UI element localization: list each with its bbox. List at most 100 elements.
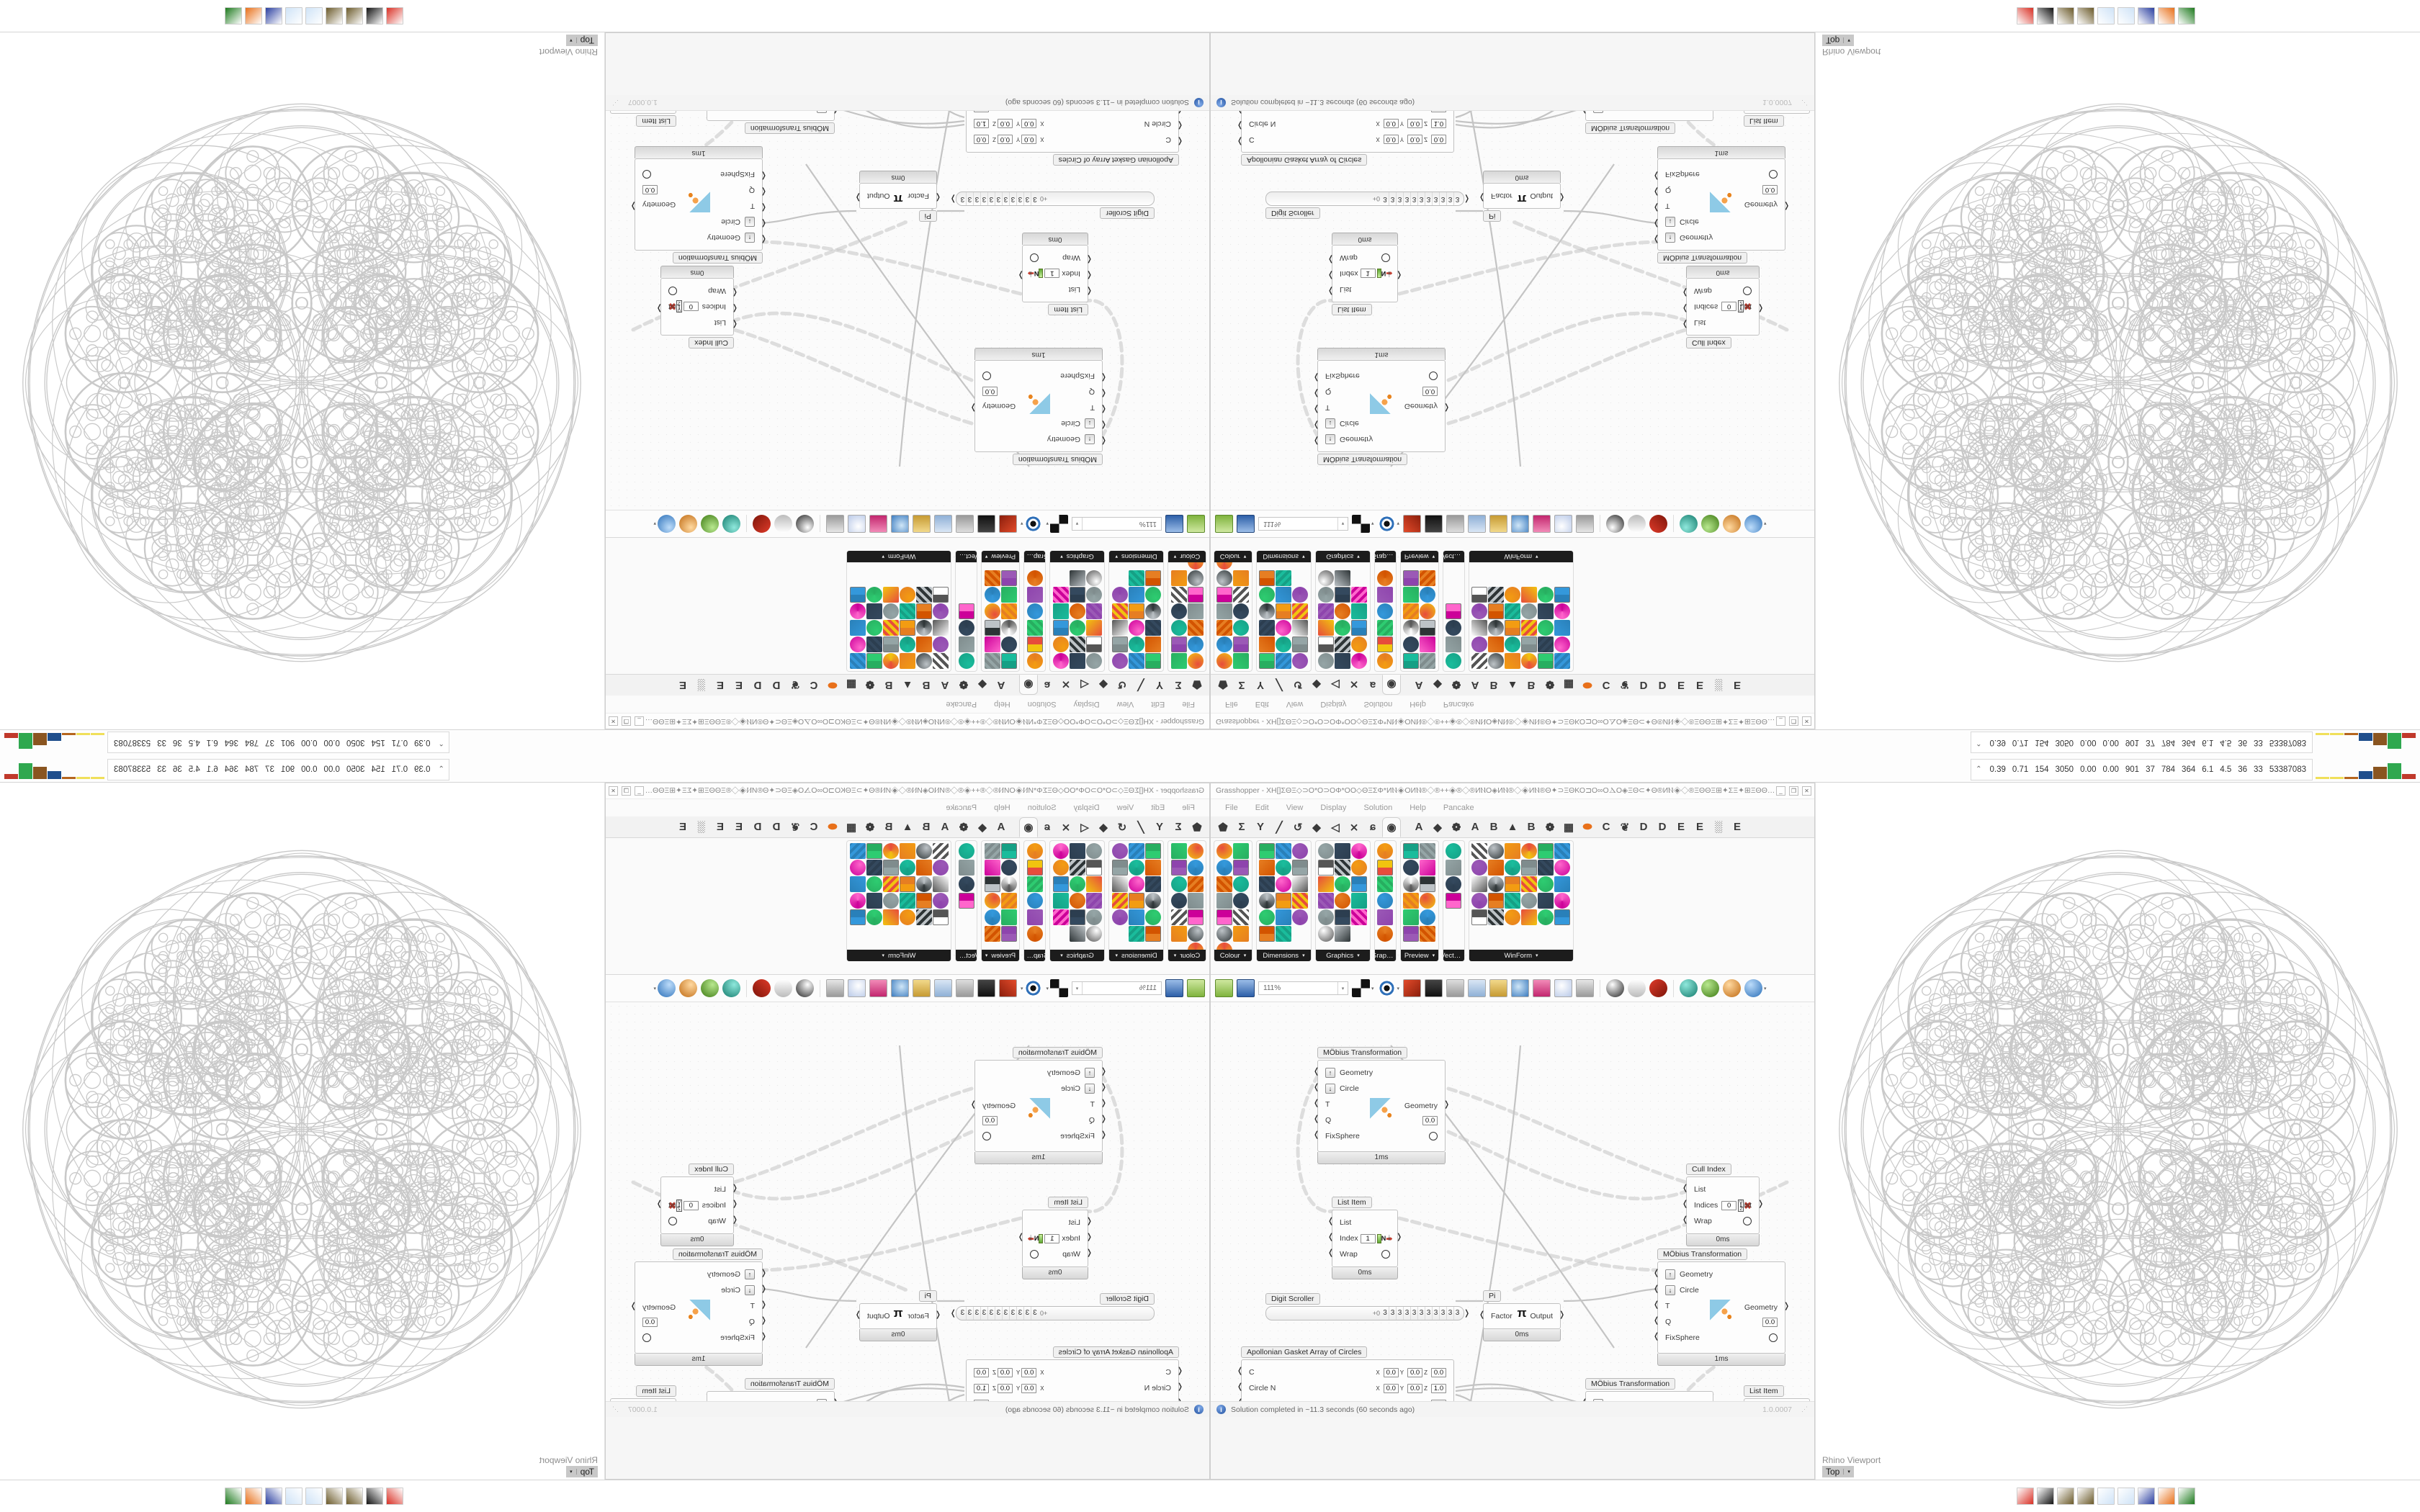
ribbon-tab-9[interactable]: ◉ bbox=[1019, 816, 1038, 837]
at-sign-icon[interactable] bbox=[1446, 515, 1465, 533]
ribbon-icon-graph-5[interactable] bbox=[1377, 926, 1393, 942]
ribbon-icon-preview-9[interactable] bbox=[1420, 587, 1435, 603]
ribbon-icon-winform-15[interactable] bbox=[883, 876, 899, 892]
ribbon-icon-vector-3[interactable] bbox=[1446, 603, 1461, 619]
ribbon-icon-dimensions-13[interactable] bbox=[1276, 909, 1291, 925]
info-icon[interactable]: i bbox=[1216, 98, 1226, 107]
globe-green-icon[interactable] bbox=[1701, 979, 1720, 997]
ribbon-tab-extra-10[interactable]: C bbox=[810, 679, 818, 691]
ribbon-tab-extra-16[interactable]: ░ bbox=[1714, 821, 1723, 833]
ribbon-icon-graph-2[interactable] bbox=[1027, 876, 1043, 892]
gh-component-pi-1[interactable]: Pi ❬ Factor Output ❭ π 0ms bbox=[1479, 171, 1565, 223]
globe-green-icon[interactable] bbox=[1701, 515, 1720, 533]
ribbon-tab-extra-8[interactable]: ▦ bbox=[846, 678, 857, 691]
save-file-icon[interactable] bbox=[1165, 515, 1183, 533]
value-nz[interactable]: 1.0 bbox=[974, 1383, 989, 1393]
ribbon-tab-7[interactable]: ⨯ bbox=[1349, 821, 1359, 834]
bulb-icon[interactable] bbox=[1554, 979, 1573, 997]
ribbon-icon-colour-2[interactable] bbox=[1216, 636, 1232, 652]
ribbon-group-preview[interactable]: Preview ▾ bbox=[981, 551, 1020, 672]
ribbon-icon-winform-14[interactable] bbox=[1505, 620, 1520, 636]
ribbon-icon-graphics-12[interactable] bbox=[1318, 909, 1334, 925]
boolean-toggle[interactable] bbox=[1743, 1217, 1752, 1225]
menu-item-solution[interactable]: Solution bbox=[1027, 700, 1057, 708]
value-indices[interactable]: 0 bbox=[683, 302, 699, 312]
viewport-camera-dropdown[interactable]: Top ▾ bbox=[566, 1466, 598, 1477]
ribbon-icon-graphics-2[interactable] bbox=[1053, 653, 1069, 669]
ribbon-icon-graphics-8[interactable] bbox=[1351, 876, 1367, 892]
ribbon-icon-preview-8[interactable] bbox=[1403, 587, 1419, 603]
ribbon-group-label[interactable]: Dimensions ▾ bbox=[1109, 950, 1163, 961]
info-icon[interactable]: i bbox=[1194, 98, 1204, 107]
ribbon-icon-preview-3[interactable] bbox=[985, 860, 1000, 876]
boolean-toggle[interactable] bbox=[1429, 372, 1438, 380]
chevron-down-icon[interactable]: ▾ bbox=[1020, 521, 1023, 526]
ribbon-tab-2[interactable]: Y bbox=[1156, 679, 1164, 691]
globe-blue-icon[interactable] bbox=[657, 515, 676, 533]
ribbon-icon-winform-0[interactable] bbox=[1471, 843, 1487, 859]
component-body[interactable]: ❬ List ❬ Index 1 N ➡ ❬ Wrap i ❭ bbox=[1018, 1210, 1093, 1267]
ribbon-icon-graphics-5[interactable] bbox=[1053, 860, 1069, 876]
ribbon-icon-winform-5[interactable] bbox=[1554, 653, 1570, 669]
ribbon-icon-winform-18[interactable] bbox=[1471, 893, 1487, 909]
ribbon-icon-dimensions-15[interactable] bbox=[1259, 926, 1275, 942]
ribbon-tab-0[interactable]: ⬟ bbox=[1192, 678, 1202, 691]
port-nub[interactable]: ❬ bbox=[1653, 235, 1660, 243]
ribbon-icon-preview-2[interactable] bbox=[1403, 636, 1419, 652]
globe-teal-icon[interactable] bbox=[1680, 515, 1698, 533]
ribbon-tab-extra-7[interactable]: ❁ bbox=[865, 821, 875, 834]
value-indices[interactable]: 0 bbox=[1721, 302, 1737, 312]
info-icon[interactable]: i bbox=[1216, 1405, 1226, 1414]
save64-icon[interactable] bbox=[265, 1488, 282, 1505]
ribbon-icon-colour-10[interactable] bbox=[1188, 926, 1204, 942]
ribbon-icon-dimensions-0[interactable] bbox=[1259, 843, 1275, 859]
ribbon-group-vector[interactable]: Vect… ▾ bbox=[953, 840, 980, 961]
notepad-icon[interactable] bbox=[2097, 7, 2115, 24]
menu-item-pancake[interactable]: Pancake bbox=[1443, 804, 1474, 812]
gh-component-mobius-2[interactable]: MÖbius Transformation ❬ ↑ Geometry ❬ ↓ Circle ❬… bbox=[1653, 146, 1790, 265]
ribbon-icon-dimensions-13[interactable] bbox=[1129, 587, 1144, 603]
ribbon-icon-preview-8[interactable] bbox=[1001, 909, 1017, 925]
ribbon-icon-colour-0[interactable] bbox=[1188, 653, 1204, 669]
ribbon-icon-colour-7[interactable] bbox=[1233, 603, 1249, 619]
port-nub[interactable]: ❭ bbox=[1443, 1100, 1451, 1109]
ribbon-icon-winform-9[interactable] bbox=[1521, 860, 1537, 876]
ribbon-icon-winform-11[interactable] bbox=[1554, 860, 1570, 876]
ribbon-icon-dimensions-2[interactable] bbox=[1292, 843, 1308, 859]
ribbon-icon-graphics-12[interactable] bbox=[1086, 587, 1102, 603]
ribbon-group-label[interactable]: Colour ▾ bbox=[1214, 950, 1252, 961]
ribbon-icon-winform-22[interactable] bbox=[1538, 603, 1554, 619]
ribbon-group-winform[interactable]: WinForm ▾ bbox=[846, 840, 951, 961]
ribbon-icon-dimensions-1[interactable] bbox=[1276, 653, 1291, 669]
ribbon-icon-winform-13[interactable] bbox=[916, 620, 932, 636]
ribbon-icon-dimensions-4[interactable] bbox=[1129, 636, 1144, 652]
ribbon-icon-graphics-4[interactable] bbox=[1070, 860, 1085, 876]
port-nub[interactable]: ❭ bbox=[1396, 271, 1403, 279]
value-nx[interactable]: 0.0 bbox=[1021, 119, 1037, 129]
grasshopper-window[interactable]: Grasshopper - XH[]ΣΘΞ◇⊃Ο*Ο⊃ΟΦ*ΟΟ◇ΘΞΣΦ*ИⲚ… bbox=[1210, 783, 1815, 1480]
ribbon-tab-extra-14[interactable]: E bbox=[1677, 821, 1685, 833]
ribbon-icon-preview-0[interactable] bbox=[1001, 843, 1017, 859]
port-nub[interactable]: ❬ bbox=[1313, 1130, 1320, 1139]
ribbon-icon-graphics-3[interactable] bbox=[1318, 636, 1334, 652]
ribbon-icon-winform-26[interactable] bbox=[1505, 587, 1520, 603]
value-index[interactable]: 1 bbox=[1360, 1233, 1376, 1243]
tree2-icon[interactable] bbox=[326, 7, 343, 24]
value-cz[interactable]: 0.0 bbox=[1431, 135, 1446, 145]
boolean-toggle[interactable] bbox=[1030, 1250, 1039, 1259]
preview-eye-icon[interactable] bbox=[1024, 515, 1043, 533]
value-nx[interactable]: 0.0 bbox=[1383, 1383, 1399, 1393]
ribbon-icon-winform-15[interactable] bbox=[1521, 876, 1537, 892]
tangle-icon[interactable] bbox=[1576, 515, 1595, 533]
value-cx[interactable]: 0.0 bbox=[1383, 1367, 1399, 1377]
ribbon-tab-extra-8[interactable]: ▦ bbox=[1563, 678, 1574, 691]
ribbon-icon-colour-2[interactable] bbox=[1216, 860, 1232, 876]
ribbon-icon-vector-1[interactable] bbox=[959, 636, 974, 652]
port-nub[interactable]: ❭ bbox=[1757, 1200, 1765, 1208]
ribbon-group-graph[interactable]: Grap… ▾ bbox=[1021, 551, 1049, 672]
ribbon-group-label[interactable]: Dimensions ▾ bbox=[1109, 551, 1163, 562]
graft-icon[interactable]: ↓ bbox=[745, 217, 755, 227]
search-icon[interactable] bbox=[1511, 979, 1530, 997]
ribbon-tab-3[interactable]: ╱ bbox=[1276, 678, 1283, 691]
